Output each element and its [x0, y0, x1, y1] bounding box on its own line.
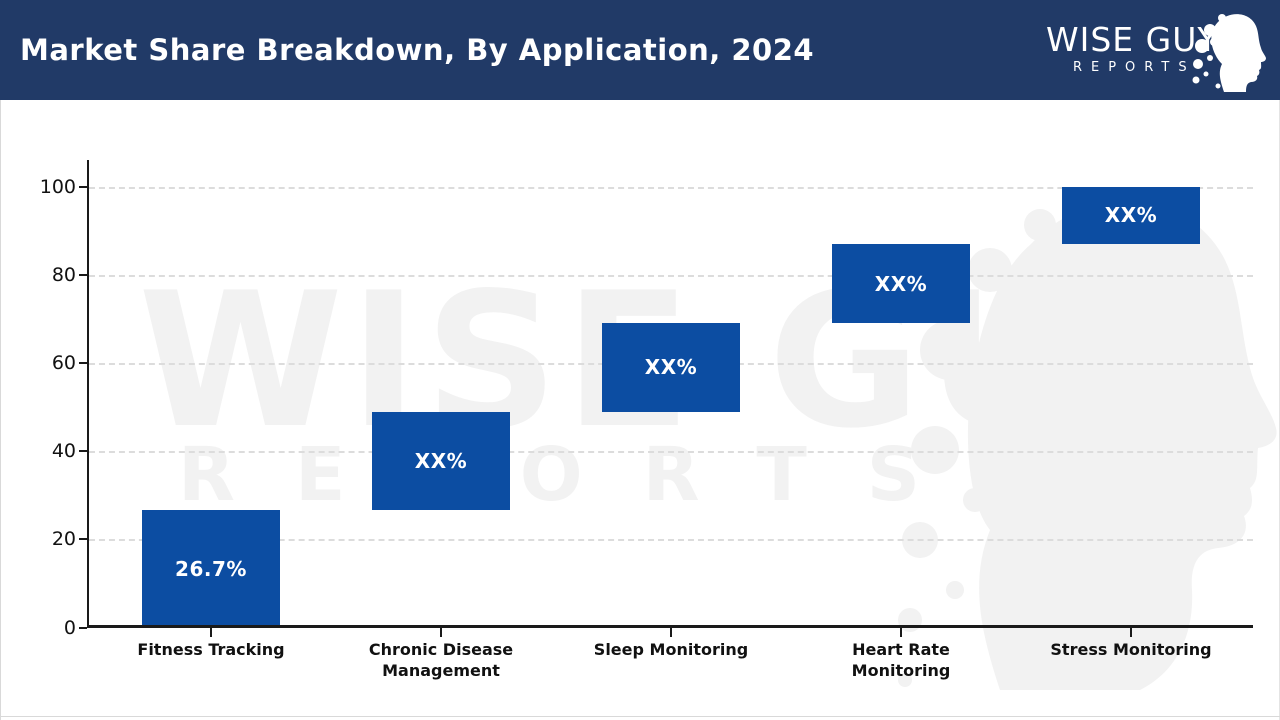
page-border-left — [0, 100, 1, 720]
y-tick-mark-20 — [79, 538, 87, 541]
y-tick-label-100: 100 — [39, 175, 76, 198]
bar-value-label: XX% — [1104, 203, 1158, 228]
y-axis-line — [87, 160, 89, 628]
x-tick-mark — [900, 628, 902, 637]
y-tick-label-20: 20 — [51, 528, 76, 551]
y-tick-label-80: 80 — [51, 263, 76, 286]
x-category-label: Heart Rate Monitoring — [851, 640, 951, 680]
watermark-face-icon — [898, 201, 1277, 690]
x-tick-mark — [210, 628, 212, 637]
y-tick-label-0: 0 — [63, 616, 76, 639]
logo-face-icon — [1192, 14, 1266, 92]
x-category-label: Stress Monitoring — [1050, 640, 1212, 659]
bar-segment: XX% — [1062, 186, 1200, 244]
bar-segment: XX% — [602, 323, 740, 412]
chart-area: 0 20 40 60 80 100 26.7% Fitness Tracking XX% Chro… — [0, 100, 1280, 720]
bar-segment: XX% — [832, 244, 970, 324]
gridline-y-80 — [89, 274, 1253, 277]
x-category-label: Chronic Disease Management — [368, 640, 514, 680]
y-tick-mark-80 — [79, 273, 87, 276]
x-axis-line — [87, 625, 1253, 628]
gridline-y-20 — [89, 539, 1253, 542]
gridline-y-100 — [89, 186, 1253, 189]
bar-value-label: XX% — [644, 355, 698, 380]
y-tick-mark-100 — [79, 185, 87, 188]
logo-wordmark: WISE GUY — [1046, 20, 1219, 59]
bar-value-label: XX% — [874, 271, 928, 296]
watermark-reports-text: REPORTS — [178, 432, 981, 518]
bar-value-label: XX% — [414, 448, 468, 473]
bar-segment: 26.7% — [142, 509, 280, 628]
page-border-bottom — [0, 716, 1280, 717]
y-tick-mark-0 — [79, 626, 87, 629]
y-tick-label-40: 40 — [51, 440, 76, 463]
gridline-y-40 — [89, 451, 1253, 454]
bar-segment: XX% — [372, 411, 510, 510]
x-category-label: Sleep Monitoring — [593, 640, 749, 659]
header-bar: Market Share Breakdown, By Application, … — [0, 0, 1280, 100]
y-tick-mark-60 — [79, 362, 87, 365]
x-tick-mark — [670, 628, 672, 637]
logo-subtext: REPORTS — [1072, 60, 1196, 76]
page-title: Market Share Breakdown, By Application, … — [20, 33, 815, 67]
y-tick-label-60: 60 — [51, 352, 76, 375]
x-tick-mark — [440, 628, 442, 637]
x-tick-mark — [1130, 628, 1132, 637]
brand-logo: WISE GUY REPORTS — [1016, 6, 1266, 94]
x-category-label: Fitness Tracking — [137, 640, 285, 659]
bar-value-label: 26.7% — [175, 556, 247, 581]
y-tick-mark-40 — [79, 450, 87, 453]
